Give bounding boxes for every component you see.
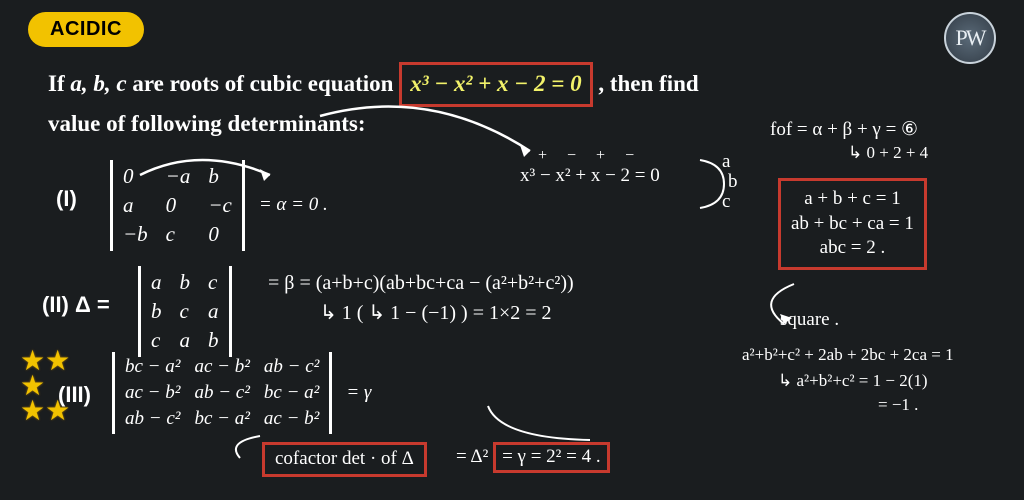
m3c: ab − c² (125, 408, 180, 430)
m1c: −a (166, 164, 191, 189)
prompt-pre: If (48, 71, 70, 96)
m3c: ac − b² (125, 382, 180, 404)
cofactor-box: cofactor det · of Δ (262, 442, 427, 477)
m3c: bc − a² (125, 356, 180, 378)
prompt-vars: a, b, c (70, 71, 126, 96)
m1c: −b (123, 222, 148, 247)
m3c: ab − c² (264, 356, 319, 378)
det2-expansion-l1: = β = (a+b+c)(ab+bc+ca − (a²+b²+c²)) (268, 270, 574, 296)
determinant-1: 0 −a b a 0 −c −b c 0 = α = 0 . (110, 160, 328, 251)
part-1-label: (I) (56, 186, 77, 212)
det2-expansion-l2: ↳ 1 ( ↳ 1 − (−1) ) = 1×2 = 2 (320, 300, 552, 326)
prompt-mid: are roots of cubic equation (132, 71, 399, 96)
m2c: b (208, 328, 219, 353)
m2c: a (208, 299, 219, 324)
det1-rhs: = α = 0 . (259, 193, 328, 218)
m3c: ac − b² (264, 408, 319, 430)
matrix-2: a b c b c a c a b (138, 266, 232, 357)
prompt-post: , then find (598, 71, 698, 96)
cubic-equation-box: x³ − x² + x − 2 = 0 (399, 62, 592, 107)
m1c: b (208, 164, 232, 189)
root-c: c (722, 190, 730, 215)
det3-rhs: = γ (346, 381, 371, 406)
square-expand-2: ↳ a²+b²+c² = 1 − 2(1) (778, 370, 928, 392)
m3c: ab − c² (194, 382, 249, 404)
determinant-3: bc − a² ac − b² ab − c² ac − b² ab − c² … (112, 352, 371, 434)
m1c: c (166, 222, 191, 247)
m1c: −c (208, 193, 232, 218)
square-label: square . (780, 308, 839, 333)
m1c: a (123, 193, 148, 218)
fof-sub: ↳ 0 + 2 + 4 (848, 142, 928, 164)
acidic-badge: ACIDIC (28, 12, 144, 47)
determinant-2: a b c b c a c a b (138, 266, 232, 357)
matrix-1: 0 −a b a 0 −c −b c 0 (110, 160, 245, 251)
part-3-label: (III) (58, 382, 91, 408)
m3c: bc − a² (264, 382, 319, 404)
m2c: c (151, 328, 162, 353)
fof-line: fof = α + β + γ = ⑥ (770, 118, 918, 143)
m1c: 0 (166, 193, 191, 218)
gamma-result-box: = γ = 2² = 4 . (493, 442, 610, 473)
m2c: c (208, 270, 219, 295)
m3c: ac − b² (194, 356, 249, 378)
prompt-line2: value of following determinants: (48, 111, 366, 136)
part-2-label: (II) Δ = (42, 292, 110, 318)
m2c: a (151, 270, 162, 295)
vieta-l3: abc = 2 . (791, 236, 914, 261)
cofactor-rhs: = Δ² = γ = 2² = 4 . (456, 442, 610, 473)
square-expand-3: = −1 . (878, 394, 918, 416)
matrix-3: bc − a² ac − b² ab − c² ac − b² ab − c² … (112, 352, 332, 434)
m2c: a (180, 328, 191, 353)
vieta-l2: ab + bc + ca = 1 (791, 212, 914, 237)
square-expand-1: a²+b²+c² + 2ab + 2bc + 2ca = 1 (742, 344, 954, 366)
m1c: 0 (123, 164, 148, 189)
m2c: b (151, 299, 162, 324)
m2c: c (180, 299, 191, 324)
question-prompt: If a, b, c are roots of cubic equation x… (48, 62, 699, 141)
vieta-l1: a + b + c = 1 (791, 187, 914, 212)
arrow-icon (480, 398, 600, 448)
vieta-box: a + b + c = 1 ab + bc + ca = 1 abc = 2 . (778, 178, 927, 270)
m3c: bc − a² (194, 408, 249, 430)
poly-rewrite: x³ − x² + x − 2 = 0 (520, 164, 660, 189)
pw-logo: PW (944, 12, 996, 64)
m2c: b (180, 270, 191, 295)
m1c: 0 (208, 222, 232, 247)
